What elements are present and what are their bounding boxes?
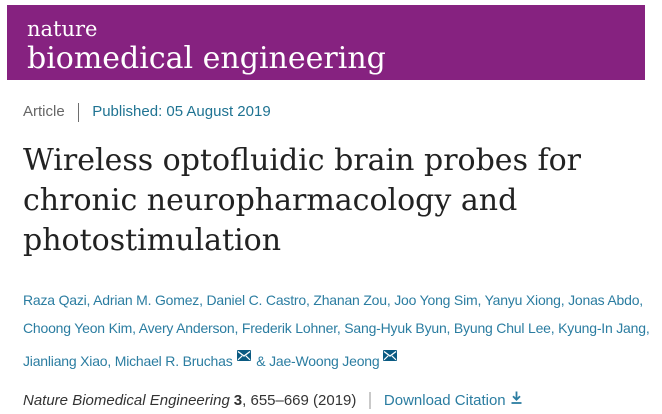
ampersand: &	[256, 353, 266, 369]
authors-block: Raza Qazi, Adrian M. Gomez, Daniel C. Ca…	[23, 286, 650, 375]
authors-line-2[interactable]: Choong Yeon Kim, Avery Anderson, Frederi…	[23, 320, 650, 336]
download-icon	[510, 390, 523, 411]
article-type-label: Article	[23, 103, 65, 120]
title-line-2: chronic neuropharmacology and	[23, 183, 518, 218]
authors-line-1[interactable]: Raza Qazi, Adrian M. Gomez, Daniel C. Ca…	[23, 292, 643, 308]
article-title: Wireless optofluidic brain probes for ch…	[23, 141, 644, 261]
title-line-1: Wireless optofluidic brain probes for	[23, 143, 582, 178]
article-header: Article Published: 05 August 2019 Wirele…	[0, 102, 662, 411]
journal-pages-year: , 655–669 (2019)	[242, 391, 357, 409]
envelope-icon[interactable]	[383, 342, 398, 370]
corresponding-author[interactable]: Jae-Woong Jeong	[269, 353, 380, 369]
journal-volume: 3	[233, 391, 243, 409]
article-meta-row: Article Published: 05 August 2019	[23, 102, 644, 122]
meta-divider	[77, 102, 80, 122]
envelope-icon[interactable]	[236, 342, 251, 370]
brand-line-biomedical-engineering: biomedical engineering	[27, 41, 386, 76]
authors-line-3: Jianliang Xiao, Michael R. Bruchas & Jae…	[23, 342, 644, 375]
citation-row: Nature Biomedical Engineering 3 , 655–66…	[23, 390, 644, 411]
citation-divider	[369, 392, 371, 409]
journal-name: Nature Biomedical Engineering	[23, 391, 230, 409]
title-line-3: photostimulation	[23, 223, 282, 258]
author-names-with-email[interactable]: Jianliang Xiao, Michael R. Bruchas	[23, 353, 233, 369]
download-citation-link[interactable]: Download Citation	[384, 390, 523, 411]
brand-line-nature: nature	[27, 17, 98, 41]
published-date: Published: 05 August 2019	[92, 103, 271, 120]
download-citation-label: Download Citation	[383, 391, 506, 409]
journal-masthead[interactable]: nature biomedical engineering	[7, 5, 645, 80]
